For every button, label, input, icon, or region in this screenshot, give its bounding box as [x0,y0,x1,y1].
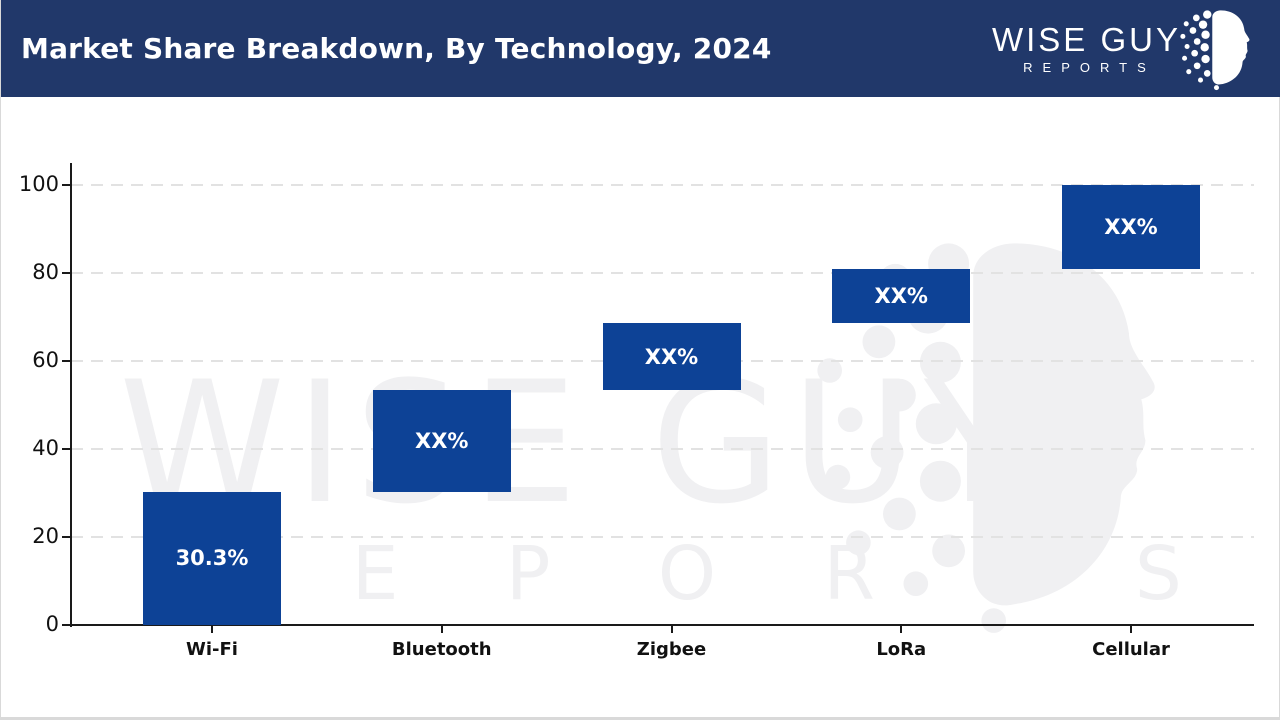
logo-wordmark: WISE GUY [991,20,1181,58]
xtick-mark [900,625,903,633]
category-label-cellular: Cellular [1092,639,1170,660]
bar-value-label: 30.3% [175,546,249,571]
ytick-mark [62,360,71,362]
ytick-label: 80 [32,260,59,284]
ytick-mark [62,448,71,450]
wise-guy-logo: WISE GUY REPORTS [992,5,1261,93]
gridline-y80 [71,272,1254,274]
xtick-mark [1130,625,1132,633]
wise-guy-head-icon [1177,5,1261,93]
xtick-mark [670,625,673,633]
ytick-mark [62,536,71,538]
page-title: Market Share Breakdown, By Technology, 2… [21,32,772,65]
ytick-mark [62,184,71,186]
ytick-mark [62,272,71,274]
header: Market Share Breakdown, By Technology, 2… [1,0,1280,97]
gridline-y20 [71,536,1254,538]
bar-value-label: XX% [415,428,469,453]
bar-wi-fi: 30.3% [143,491,281,625]
bar-value-label: XX% [644,344,699,369]
category-label-zigbee: Zigbee [636,639,707,660]
bar-value-label: XX% [874,284,928,309]
bar-bluetooth: XX% [372,390,511,492]
xtick-mark [211,625,213,633]
xtick-mark [440,625,443,633]
logo-subtitle: REPORTS [1023,59,1156,75]
bar-zigbee: XX% [602,323,741,391]
bar-value-label: XX% [1104,215,1158,240]
bar-lora: XX% [832,269,971,324]
plot-area: 0 20 40 60 80 100 30.3% Wi-Fi XX% Bluetooth XX% Zig… [1,97,1280,717]
y-axis-line [70,163,72,627]
gridline-y40 [71,448,1254,450]
category-label-wi-fi: Wi-Fi [186,639,238,660]
bar-cellular: XX% [1062,185,1200,270]
ytick-label: 0 [45,612,59,636]
ytick-label: 100 [18,172,59,196]
ytick-mark [62,624,71,626]
ytick-label: 20 [32,524,59,548]
category-label-lora: LoRa [876,639,927,660]
x-axis-line [70,624,1254,626]
ytick-label: 40 [32,436,59,460]
category-label-bluetooth: Bluetooth [391,639,492,660]
gridline-y100 [71,184,1254,186]
ytick-label: 60 [32,348,59,372]
waterfall-chart: WISE GUY R E P O R T S 0 20 40 60 80 100 30.3%… [1,97,1280,717]
